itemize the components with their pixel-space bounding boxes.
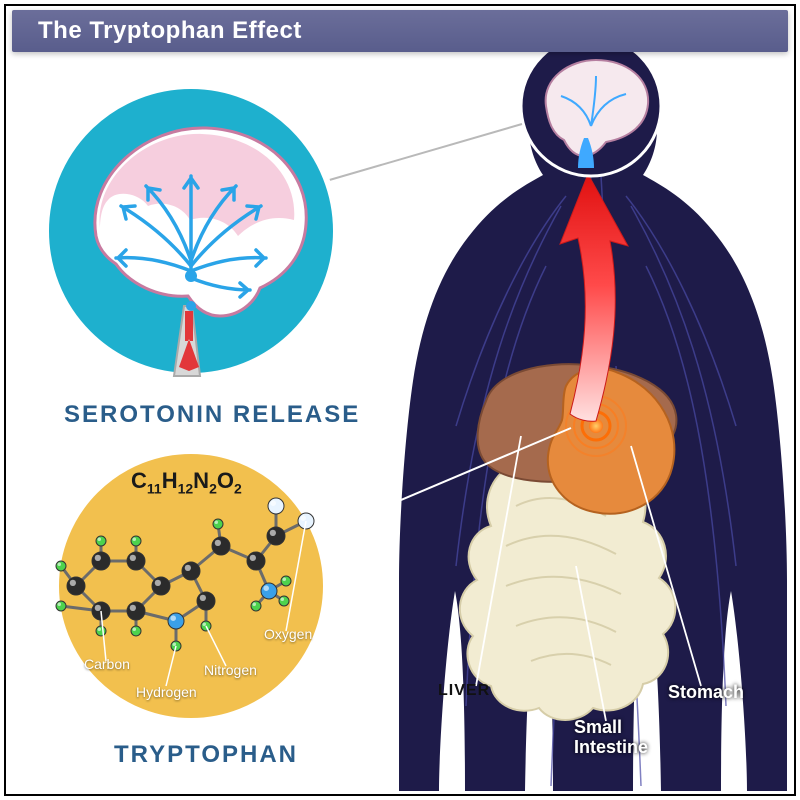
atom-c <box>247 552 265 570</box>
liver-label: LIVER <box>438 682 490 700</box>
serotonin-release-label: SEROTONIN RELEASE <box>64 401 360 429</box>
atom-h <box>131 536 141 546</box>
atom-c <box>267 527 285 545</box>
title-bar: The Tryptophan Effect <box>12 10 788 52</box>
atom-c <box>127 552 145 570</box>
head-brain-inset <box>521 36 661 176</box>
atom-n <box>261 583 277 599</box>
atom-c <box>127 602 145 620</box>
atom-o <box>268 498 284 514</box>
infographic-frame: The Tryptophan Effect <box>4 4 796 796</box>
nitrogen-label: Nitrogen <box>204 662 257 678</box>
atom-h <box>56 601 66 611</box>
atom-h <box>279 596 289 606</box>
atom-h <box>131 626 141 636</box>
oxygen-label: Oxygen <box>264 626 312 642</box>
small-intestine-label: SmallIntestine <box>574 718 648 758</box>
atom-c <box>92 552 110 570</box>
atom-c <box>152 577 170 595</box>
title-text: The Tryptophan Effect <box>38 17 302 45</box>
atom-h <box>96 626 106 636</box>
atom-c <box>67 577 85 595</box>
atom-c <box>182 562 200 580</box>
carbon-label: Carbon <box>84 656 130 672</box>
serotonin-panel <box>46 86 336 376</box>
atom-h <box>281 576 291 586</box>
molecular-formula: C11H12N2O2 <box>131 468 242 496</box>
serotonin-connector <box>326 124 522 181</box>
atom-h <box>96 536 106 546</box>
atom-n <box>168 613 184 629</box>
atom-c <box>212 537 230 555</box>
atom-h <box>251 601 261 611</box>
hydrogen-label: Hydrogen <box>136 684 197 700</box>
stomach-label: Stomach <box>668 682 744 703</box>
tryptophan-label: TRYPTOPHAN <box>114 741 298 769</box>
atom-h <box>56 561 66 571</box>
atom-h <box>213 519 223 529</box>
atom-c <box>197 592 215 610</box>
